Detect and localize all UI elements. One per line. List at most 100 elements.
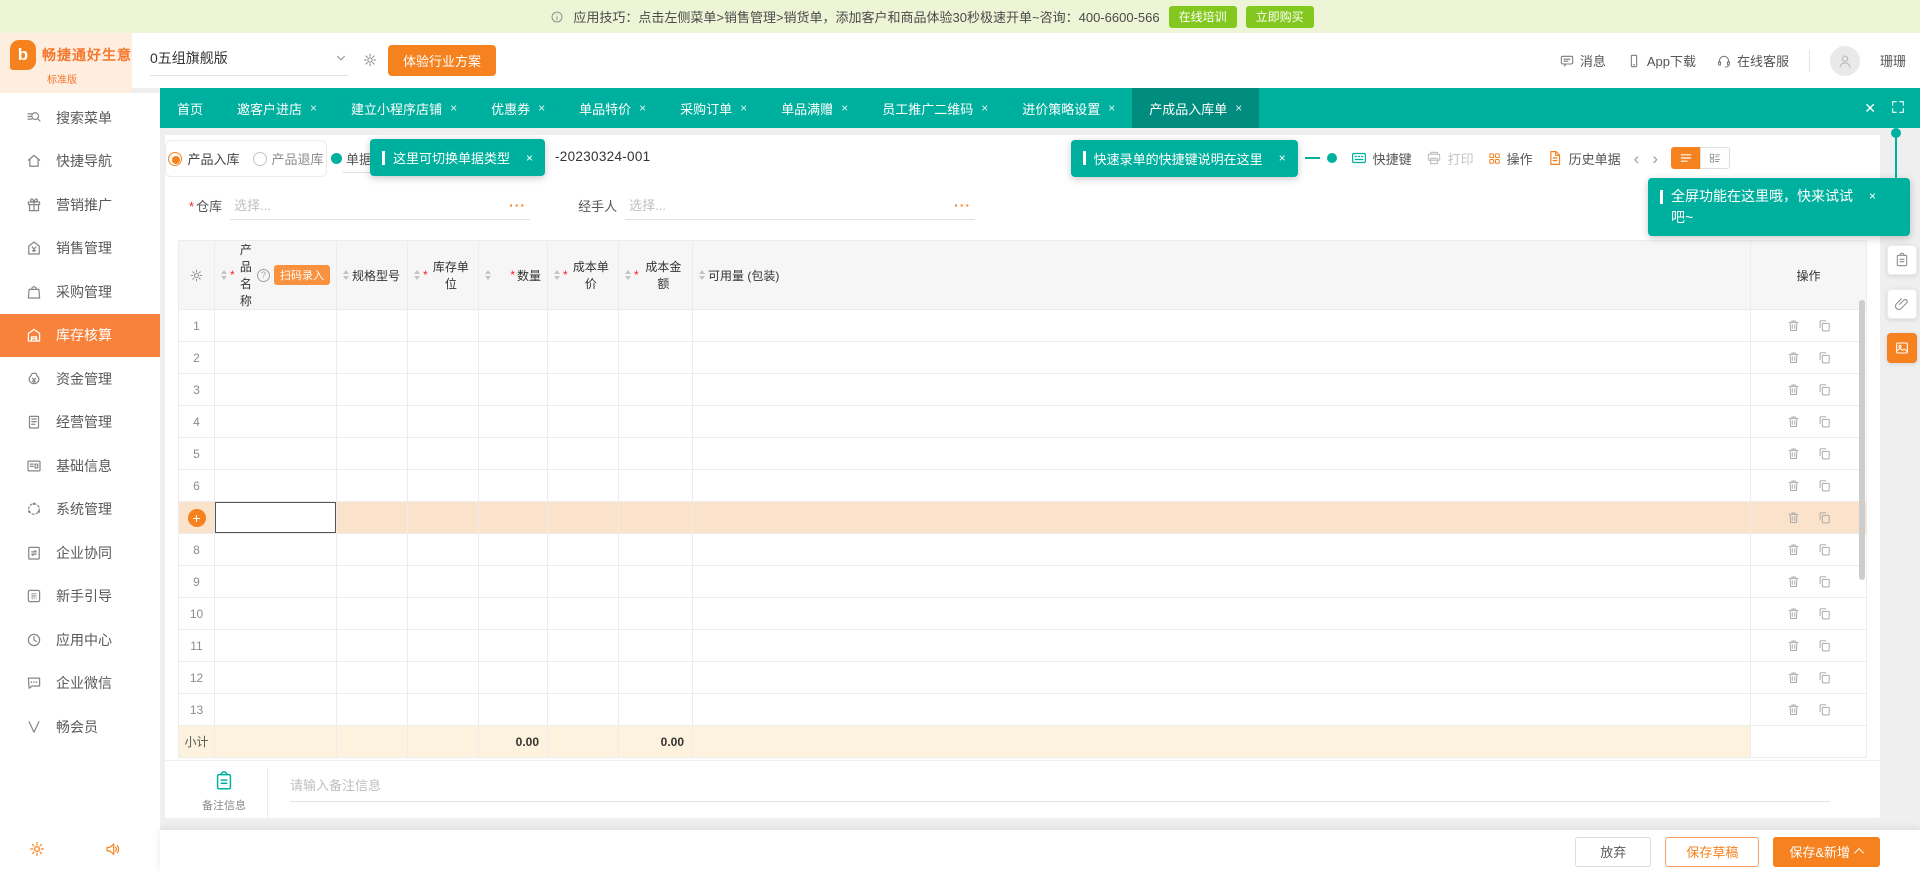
cell-avail[interactable]: [692, 693, 1751, 726]
cell-qty[interactable]: [478, 437, 548, 470]
fullscreen-icon[interactable]: [1890, 99, 1906, 115]
sidebar-item-14[interactable]: 企业微信: [0, 662, 160, 706]
copy-row-icon[interactable]: [1817, 382, 1832, 397]
tab-2[interactable]: 邀客户进店 ×: [220, 88, 334, 128]
delete-row-icon[interactable]: [1786, 670, 1801, 685]
copy-row-icon[interactable]: [1817, 606, 1832, 621]
cell-avail[interactable]: [692, 565, 1751, 598]
delete-row-icon[interactable]: [1786, 350, 1801, 365]
cell-avail[interactable]: [692, 533, 1751, 566]
cell-unit[interactable]: [407, 469, 479, 502]
help-icon[interactable]: ?: [257, 268, 270, 282]
column-header-price[interactable]: * 成本单价: [547, 240, 619, 310]
delete-row-icon[interactable]: [1786, 318, 1801, 333]
tooltip-close-icon[interactable]: ×: [526, 150, 534, 165]
copy-row-icon[interactable]: [1817, 510, 1832, 525]
cell-price[interactable]: [547, 661, 619, 694]
tab-5[interactable]: 单品特价 ×: [562, 88, 663, 128]
cell-spec[interactable]: [336, 597, 408, 630]
cell-spec[interactable]: [336, 341, 408, 374]
cell-spec[interactable]: [336, 565, 408, 598]
add-row-button[interactable]: +: [187, 508, 206, 527]
cell-price[interactable]: [547, 341, 619, 374]
delete-row-icon[interactable]: [1786, 446, 1801, 461]
close-all-tabs-icon[interactable]: ✕: [1864, 100, 1876, 116]
hotkey-button[interactable]: 快捷键: [1350, 149, 1412, 168]
save-draft-button[interactable]: 保存草稿: [1665, 836, 1760, 867]
cell-unit[interactable]: [407, 597, 479, 630]
sort-icon[interactable]: [221, 270, 227, 280]
column-header-spec[interactable]: 规格型号: [336, 240, 408, 310]
cell-amount[interactable]: [618, 437, 693, 470]
cell-amount[interactable]: [618, 533, 693, 566]
cell-qty[interactable]: [478, 469, 548, 502]
sidebar-item-11[interactable]: 企业协同: [0, 531, 160, 575]
tab-3[interactable]: 建立小程序店铺 ×: [334, 88, 474, 128]
cell-price[interactable]: [547, 629, 619, 662]
cell-amount[interactable]: [618, 405, 693, 438]
sidebar-item-8[interactable]: 经营管理: [0, 401, 160, 445]
tab-close-icon[interactable]: ×: [1108, 101, 1116, 115]
sidebar-item-3[interactable]: 营销推广: [0, 183, 160, 227]
column-header-unit[interactable]: * 库存单位: [407, 240, 479, 310]
cell-spec[interactable]: [336, 373, 408, 406]
tab-close-icon[interactable]: ×: [310, 101, 318, 115]
cell-amount[interactable]: [618, 341, 693, 374]
announcement-horn-icon[interactable]: [104, 840, 122, 858]
cell-avail[interactable]: [692, 597, 1751, 630]
handler-picker-icon[interactable]: ···: [954, 196, 972, 213]
cell-product[interactable]: [214, 437, 337, 470]
delete-row-icon[interactable]: [1786, 638, 1801, 653]
copy-row-icon[interactable]: [1817, 670, 1832, 685]
copy-row-icon[interactable]: [1817, 542, 1832, 557]
tab-1[interactable]: 首页: [160, 88, 220, 128]
copy-row-icon[interactable]: [1817, 574, 1832, 589]
cell-product[interactable]: [214, 341, 337, 374]
cell-spec[interactable]: [336, 629, 408, 662]
copy-row-icon[interactable]: [1817, 478, 1832, 493]
cell-unit[interactable]: [407, 501, 479, 534]
delete-row-icon[interactable]: [1786, 542, 1801, 557]
attachment-panel-button[interactable]: [1887, 289, 1917, 319]
sidebar-item-15[interactable]: 畅会员: [0, 705, 160, 749]
cell-price[interactable]: [547, 501, 619, 534]
tab-4[interactable]: 优惠券 ×: [474, 88, 562, 128]
column-header-qty[interactable]: * 数量: [478, 240, 548, 310]
tab-9[interactable]: 进价策略设置 ×: [1005, 88, 1132, 128]
remark-input[interactable]: 请输入备注信息: [290, 768, 1830, 802]
cell-price[interactable]: [547, 373, 619, 406]
cell-amount[interactable]: [618, 565, 693, 598]
notes-panel-button[interactable]: [1887, 245, 1917, 275]
sort-icon[interactable]: [343, 270, 349, 280]
cell-product[interactable]: [214, 309, 337, 342]
sort-icon[interactable]: [485, 270, 491, 280]
industry-solution-button[interactable]: 体验行业方案: [388, 45, 497, 76]
cell-spec[interactable]: [336, 309, 408, 342]
cell-spec[interactable]: [336, 533, 408, 566]
handler-field[interactable]: 选择... ···: [625, 190, 976, 220]
cell-spec[interactable]: [336, 437, 408, 470]
tab-close-icon[interactable]: ×: [450, 101, 458, 115]
cell-avail[interactable]: [692, 469, 1751, 502]
cell-price[interactable]: [547, 309, 619, 342]
tab-10[interactable]: 产成品入库单 ×: [1132, 88, 1260, 128]
cell-spec[interactable]: [336, 469, 408, 502]
delete-row-icon[interactable]: [1786, 510, 1801, 525]
sidebar-item-6[interactable]: 库存核算: [0, 313, 160, 357]
online-training-button[interactable]: 在线培训: [1168, 5, 1237, 28]
radio-product-inbound[interactable]: 产品入库: [168, 149, 240, 168]
tab-8[interactable]: 员工推广二维码 ×: [865, 88, 1005, 128]
cell-amount[interactable]: [618, 309, 693, 342]
cell-unit[interactable]: [407, 341, 479, 374]
cell-price[interactable]: [547, 533, 619, 566]
cell-unit[interactable]: [407, 661, 479, 694]
cell-product[interactable]: [214, 597, 337, 630]
workspace-selector[interactable]: 0五组旗舰版: [150, 48, 348, 76]
cell-amount[interactable]: [618, 373, 693, 406]
cell-product[interactable]: [214, 629, 337, 662]
copy-row-icon[interactable]: [1817, 446, 1832, 461]
cell-avail[interactable]: [692, 661, 1751, 694]
sidebar-item-1[interactable]: 搜索菜单: [0, 96, 160, 140]
grid-settings-gear-icon[interactable]: [189, 268, 204, 283]
cell-qty[interactable]: [478, 405, 548, 438]
